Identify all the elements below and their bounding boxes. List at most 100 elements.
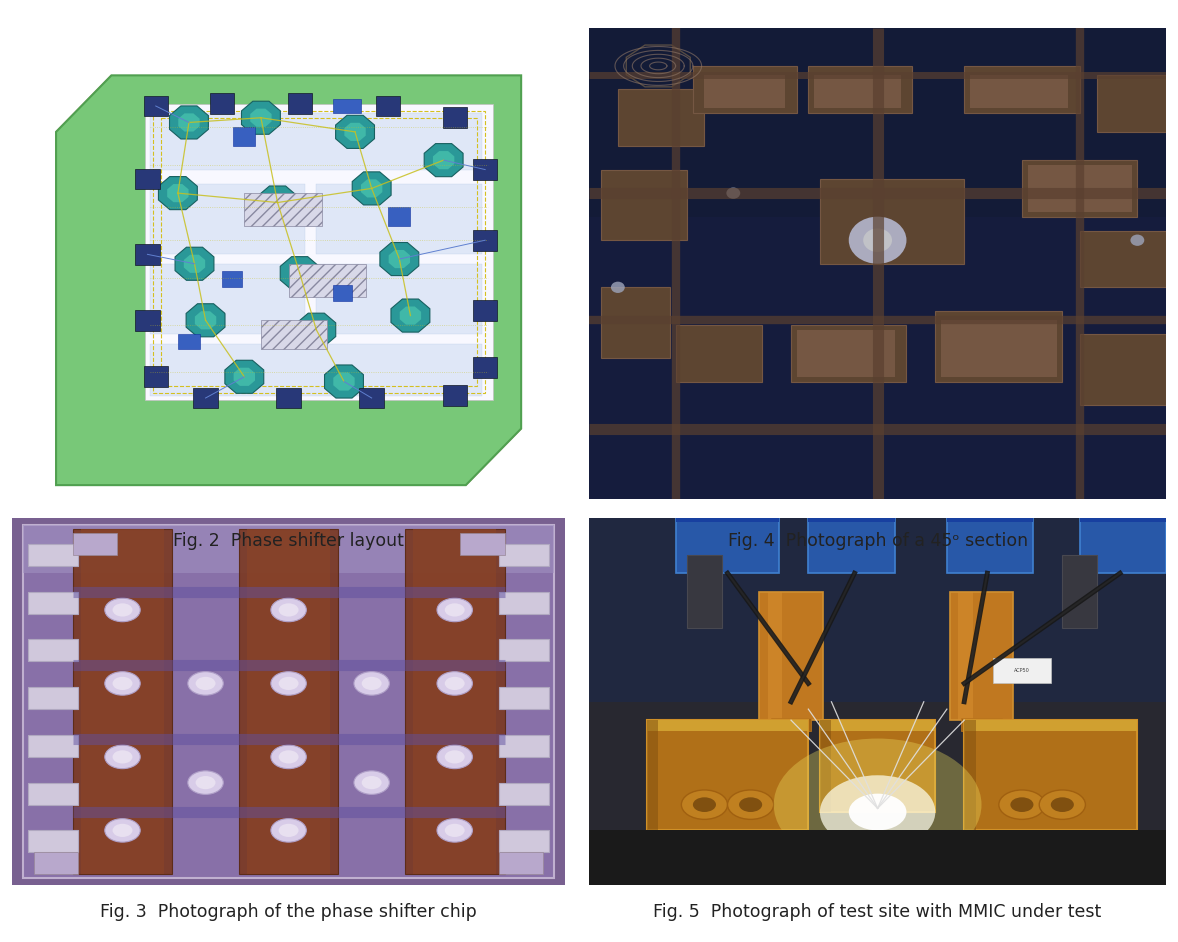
Bar bbox=[135, 169, 159, 189]
Text: ACP50: ACP50 bbox=[1014, 668, 1030, 674]
Bar bbox=[964, 720, 1137, 731]
Bar bbox=[1097, 75, 1166, 132]
Bar bbox=[316, 184, 483, 254]
Circle shape bbox=[445, 750, 464, 764]
Bar bbox=[28, 735, 78, 757]
Bar bbox=[499, 544, 549, 566]
Bar bbox=[499, 783, 549, 804]
Bar bbox=[947, 507, 1033, 573]
Text: Fig. 4  Photograph of a 45ᵒ section: Fig. 4 Photograph of a 45ᵒ section bbox=[728, 532, 1027, 550]
Bar bbox=[443, 385, 466, 406]
Polygon shape bbox=[289, 264, 310, 283]
Bar bbox=[760, 592, 822, 720]
Circle shape bbox=[271, 819, 306, 842]
Circle shape bbox=[693, 797, 716, 812]
Circle shape bbox=[848, 793, 907, 831]
Bar bbox=[993, 658, 1051, 684]
Bar bbox=[949, 592, 1013, 720]
Circle shape bbox=[105, 598, 140, 622]
Circle shape bbox=[437, 672, 472, 695]
Bar bbox=[589, 518, 1166, 702]
Bar bbox=[289, 264, 366, 297]
Bar bbox=[792, 325, 907, 382]
Bar bbox=[178, 334, 200, 349]
Bar bbox=[28, 592, 78, 613]
Bar bbox=[499, 640, 549, 661]
Polygon shape bbox=[399, 306, 421, 325]
Bar bbox=[601, 287, 670, 358]
Polygon shape bbox=[241, 101, 280, 135]
Circle shape bbox=[445, 676, 464, 690]
Polygon shape bbox=[333, 372, 355, 391]
Bar bbox=[333, 99, 360, 113]
Circle shape bbox=[848, 217, 907, 264]
Bar bbox=[964, 66, 1079, 113]
Circle shape bbox=[774, 739, 981, 870]
Circle shape bbox=[863, 229, 892, 252]
Polygon shape bbox=[225, 360, 264, 394]
Bar bbox=[474, 357, 497, 378]
Bar bbox=[941, 320, 1057, 377]
Polygon shape bbox=[391, 299, 430, 333]
Circle shape bbox=[271, 745, 306, 769]
Bar bbox=[969, 75, 1068, 108]
Bar bbox=[389, 207, 410, 226]
Circle shape bbox=[437, 819, 472, 842]
Polygon shape bbox=[176, 247, 214, 281]
Circle shape bbox=[1011, 797, 1033, 812]
Text: Fig. 2  Phase shifter layout: Fig. 2 Phase shifter layout bbox=[173, 532, 404, 550]
Bar bbox=[376, 96, 401, 117]
Bar bbox=[247, 529, 330, 874]
Bar bbox=[443, 107, 466, 128]
Bar bbox=[499, 831, 549, 853]
Circle shape bbox=[105, 745, 140, 769]
Bar bbox=[1027, 165, 1132, 212]
Bar bbox=[770, 719, 812, 731]
Bar bbox=[135, 310, 159, 331]
Circle shape bbox=[279, 823, 298, 837]
Bar bbox=[808, 507, 895, 522]
Bar bbox=[193, 388, 218, 409]
Bar bbox=[405, 529, 504, 874]
Circle shape bbox=[820, 775, 935, 849]
Bar bbox=[28, 831, 78, 853]
Circle shape bbox=[105, 672, 140, 695]
Circle shape bbox=[445, 823, 464, 837]
Bar bbox=[22, 526, 555, 573]
Circle shape bbox=[362, 776, 382, 789]
Bar bbox=[333, 285, 352, 301]
Circle shape bbox=[279, 603, 298, 617]
Circle shape bbox=[739, 797, 762, 812]
Circle shape bbox=[1039, 790, 1085, 820]
Bar bbox=[151, 344, 483, 396]
Circle shape bbox=[279, 750, 298, 764]
Circle shape bbox=[105, 819, 140, 842]
Bar bbox=[768, 592, 782, 720]
Polygon shape bbox=[258, 186, 297, 219]
Bar bbox=[144, 366, 168, 387]
Bar bbox=[499, 853, 543, 874]
Circle shape bbox=[113, 823, 132, 837]
Bar bbox=[589, 217, 1166, 499]
Bar bbox=[223, 271, 241, 287]
Bar bbox=[359, 388, 384, 409]
Bar bbox=[151, 184, 305, 254]
Bar bbox=[316, 264, 483, 334]
Bar bbox=[239, 529, 338, 874]
Bar bbox=[808, 66, 912, 113]
Bar bbox=[1080, 507, 1166, 522]
Bar bbox=[287, 93, 312, 114]
Circle shape bbox=[113, 676, 132, 690]
Circle shape bbox=[113, 750, 132, 764]
Bar bbox=[151, 113, 483, 170]
Circle shape bbox=[187, 672, 224, 695]
Circle shape bbox=[437, 598, 472, 622]
Circle shape bbox=[353, 672, 390, 695]
Text: Fig. 5  Photograph of test site with MMIC under test: Fig. 5 Photograph of test site with MMIC… bbox=[654, 903, 1101, 921]
Bar bbox=[947, 507, 1033, 522]
Circle shape bbox=[1131, 235, 1144, 246]
Circle shape bbox=[727, 187, 740, 199]
Bar bbox=[499, 735, 549, 757]
Polygon shape bbox=[267, 193, 289, 212]
Bar bbox=[617, 89, 704, 146]
